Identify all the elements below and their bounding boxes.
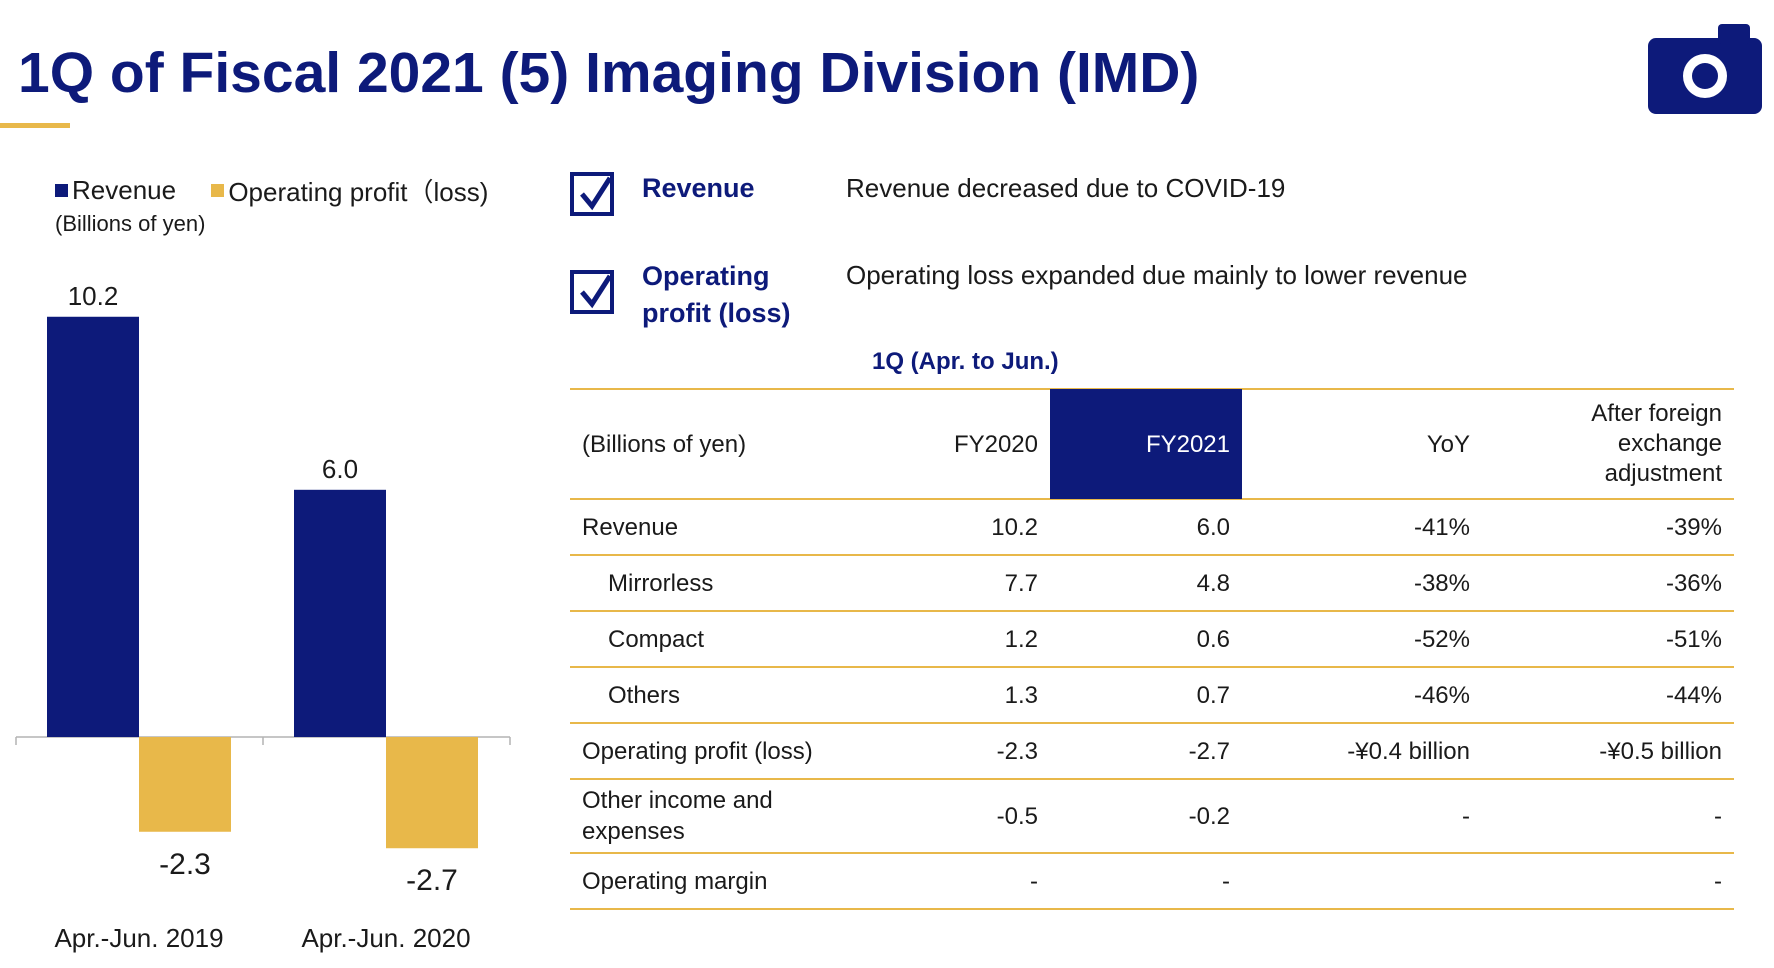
table-row: Others 1.3 0.7 -46% -44% bbox=[570, 668, 1734, 724]
x-tick-label: Apr.-Jun. 2019 bbox=[54, 923, 223, 953]
data-label-operating-profit: -2.3 bbox=[159, 848, 211, 881]
row-label: Other income and expenses bbox=[582, 787, 773, 845]
camera-icon bbox=[1648, 24, 1762, 114]
cell-fx-adjusted: -36% bbox=[1665, 569, 1722, 597]
table-period: 1Q (Apr. to Jun.) bbox=[872, 348, 1059, 375]
chart-units: (Billions of yen) bbox=[55, 211, 206, 236]
cell-fy2020: -2.3 bbox=[996, 737, 1038, 765]
cell-fx-adjusted: -51% bbox=[1665, 625, 1722, 653]
cell-yoy: -52% bbox=[1413, 625, 1470, 653]
checkmark-icon bbox=[580, 274, 613, 309]
cell-yoy: - bbox=[1462, 802, 1470, 830]
header-fy2021: FY2021 bbox=[1050, 389, 1242, 499]
header-units: (Billions of yen) bbox=[582, 430, 747, 458]
cell-fy2020: - bbox=[1030, 867, 1038, 895]
cell-fy2021: -2.7 bbox=[1188, 737, 1230, 765]
check-desc-operating: Operating loss expanded due mainly to lo… bbox=[846, 260, 1468, 290]
table-row: Operating margin - - - bbox=[570, 854, 1734, 910]
financial-table: (Billions of yen) FY2020 FY2021 YoY Afte… bbox=[570, 388, 1734, 910]
cell-yoy: -¥0.4 billion bbox=[1347, 737, 1470, 765]
cell-fy2020: 10.2 bbox=[991, 513, 1038, 541]
check-desc-revenue: Revenue decreased due to COVID-19 bbox=[846, 173, 1286, 203]
cell-yoy: -38% bbox=[1413, 569, 1470, 597]
bar-revenue bbox=[294, 489, 386, 737]
row-label: Mirrorless bbox=[608, 569, 714, 597]
cell-fx-adjusted: - bbox=[1714, 802, 1722, 830]
cell-fy2021: 0.6 bbox=[1196, 625, 1230, 653]
table-row: Revenue 10.2 6.0 -41% -39% bbox=[570, 500, 1734, 556]
check-box-revenue bbox=[570, 172, 614, 216]
header-fx-adjusted: After foreign exchange adjustment bbox=[1591, 400, 1722, 487]
legend-item-revenue: Revenue bbox=[55, 175, 176, 206]
data-label-operating-profit: -2.7 bbox=[406, 864, 458, 897]
row-label: Operating profit (loss) bbox=[582, 737, 813, 765]
checkmark-icon bbox=[580, 176, 613, 211]
data-label-revenue: 10.2 bbox=[68, 281, 119, 311]
chart-legend: Revenue Operating profit（loss) bbox=[55, 172, 516, 209]
x-tick-label: Apr.-Jun. 2020 bbox=[301, 923, 470, 953]
cell-fy2020: 7.7 bbox=[1004, 569, 1038, 597]
cell-fx-adjusted: -39% bbox=[1665, 513, 1722, 541]
cell-yoy: -46% bbox=[1413, 681, 1470, 709]
cell-fy2021: -0.2 bbox=[1188, 802, 1230, 830]
table-row: Other income and expenses -0.5 -0.2 - - bbox=[570, 780, 1734, 854]
check-box-operating bbox=[570, 270, 614, 314]
legend-label-operating: Operating profit（loss) bbox=[228, 177, 489, 207]
legend-label-revenue: Revenue bbox=[72, 175, 177, 205]
row-label: Revenue bbox=[582, 513, 679, 541]
check-label-operating: Operating profit (loss) bbox=[642, 261, 791, 328]
cell-fy2021: 6.0 bbox=[1196, 513, 1230, 541]
table-row: Operating profit (loss) -2.3 -2.7 -¥0.4 … bbox=[570, 724, 1734, 780]
bar-operating-profit bbox=[386, 737, 478, 849]
check-label-revenue: Revenue bbox=[642, 173, 755, 203]
header-yoy: YoY bbox=[1426, 430, 1470, 458]
cell-fy2021: 0.7 bbox=[1196, 681, 1230, 709]
cell-fy2020: 1.2 bbox=[1004, 625, 1038, 653]
cell-fy2020: 1.3 bbox=[1004, 681, 1038, 709]
cell-fy2020: -0.5 bbox=[996, 802, 1038, 830]
bar-operating-profit bbox=[139, 737, 231, 832]
cell-fx-adjusted: - bbox=[1714, 867, 1722, 895]
cell-yoy: -41% bbox=[1413, 513, 1470, 541]
header-fy2020: FY2020 bbox=[953, 430, 1038, 458]
slide-title: 1Q of Fiscal 2021 (5) Imaging Division (… bbox=[18, 41, 1200, 105]
title-accent-bar bbox=[0, 123, 70, 128]
cell-fx-adjusted: -44% bbox=[1665, 681, 1722, 709]
row-label: Operating margin bbox=[582, 867, 768, 895]
data-label-revenue: 6.0 bbox=[322, 454, 358, 484]
legend-item-operating: Operating profit（loss) bbox=[211, 172, 488, 209]
cell-fy2021: 4.8 bbox=[1196, 569, 1230, 597]
row-label: Compact bbox=[608, 625, 705, 653]
legend-swatch-operating bbox=[211, 184, 225, 197]
row-label: Others bbox=[608, 681, 681, 709]
bar-revenue bbox=[47, 316, 139, 737]
bar-chart: 10.2 -2.3 Apr.-Jun. 2019 6.0 -2.7 Apr.-Jun. 2… bbox=[15, 281, 511, 953]
cell-fx-adjusted: -¥0.5 billion bbox=[1599, 737, 1722, 765]
table-row: Mirrorless 7.7 4.8 -38% -36% bbox=[570, 556, 1734, 612]
cell-fy2021: - bbox=[1222, 867, 1230, 895]
table-header-row: (Billions of yen) FY2020 FY2021 YoY Afte… bbox=[570, 388, 1734, 500]
legend-swatch-revenue bbox=[55, 184, 68, 197]
table-row: Compact 1.2 0.6 -52% -51% bbox=[570, 612, 1734, 668]
